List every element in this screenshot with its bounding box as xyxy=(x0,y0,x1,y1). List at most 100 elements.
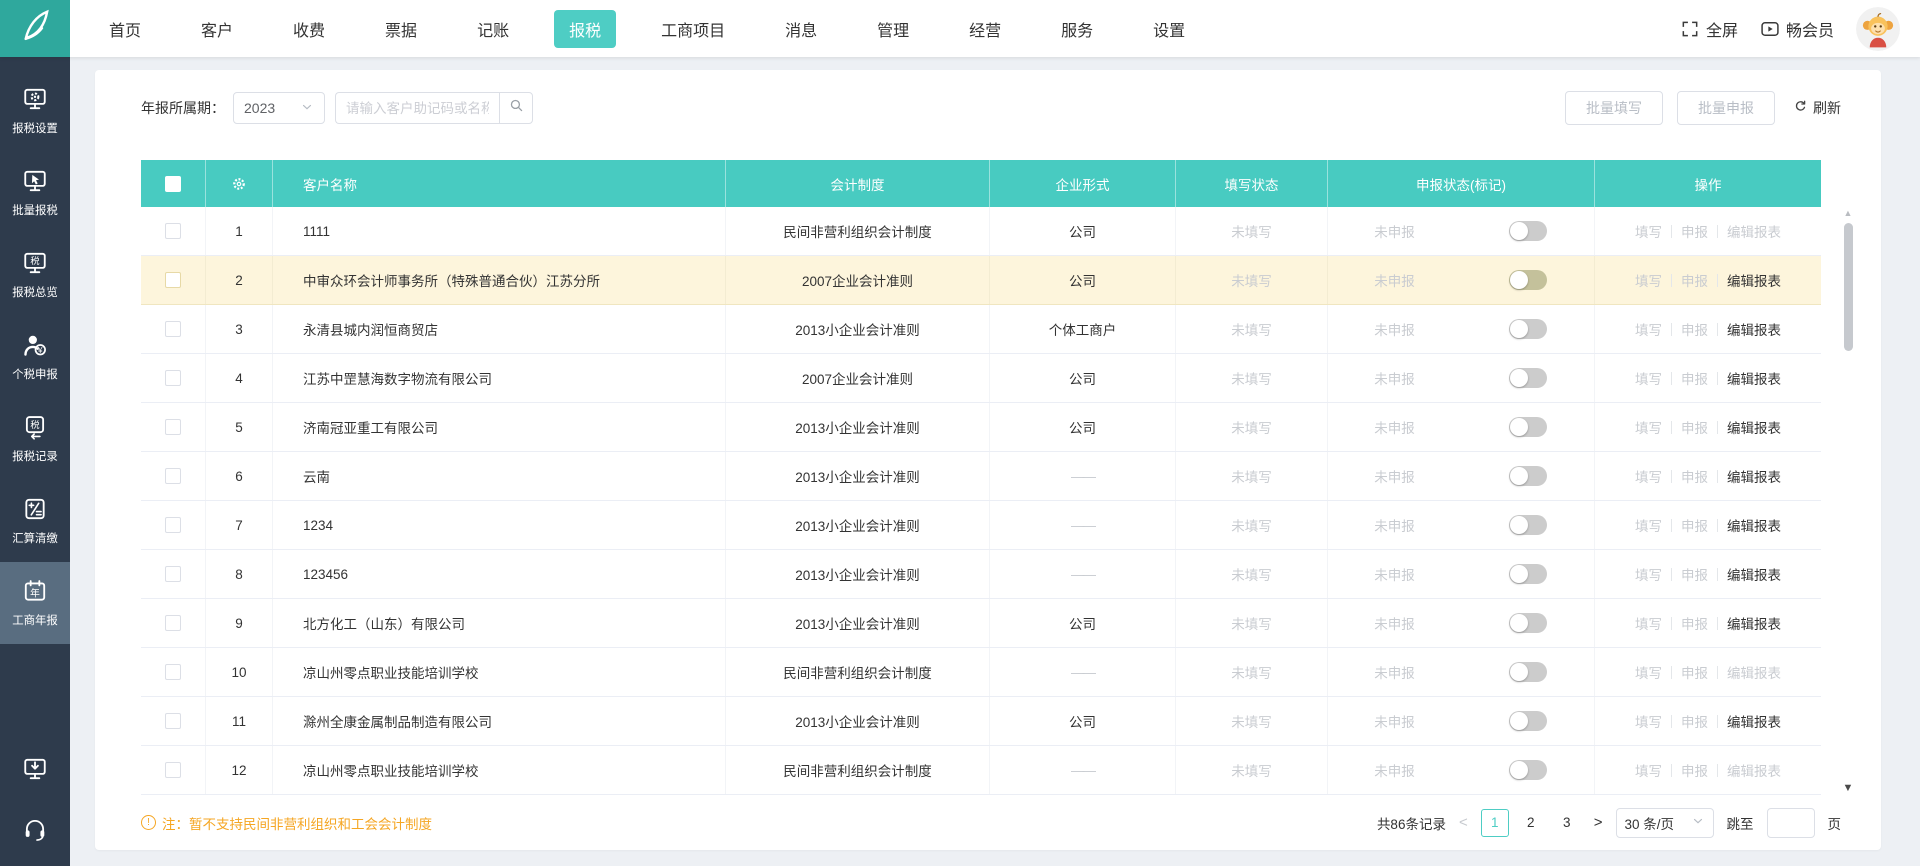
op-declare[interactable]: 申报 xyxy=(1681,225,1708,240)
member-button[interactable]: 畅会员 xyxy=(1760,17,1834,41)
row-checkbox[interactable] xyxy=(165,272,181,288)
declare-mark-toggle[interactable] xyxy=(1508,760,1547,780)
declare-mark-toggle[interactable] xyxy=(1508,662,1547,682)
op-declare[interactable]: 申报 xyxy=(1681,470,1708,485)
sidebar-item-工商年报[interactable]: 年工商年报 xyxy=(0,562,70,644)
op-fill[interactable]: 填写 xyxy=(1635,372,1662,387)
scrollbar-thumb[interactable] xyxy=(1843,223,1853,351)
nav-item-管理[interactable]: 管理 xyxy=(877,22,910,40)
op-edit-report[interactable]: 编辑报表 xyxy=(1727,568,1781,583)
column-settings-gear-icon[interactable] xyxy=(230,175,248,193)
row-checkbox[interactable] xyxy=(165,664,181,680)
year-select[interactable]: 2023 xyxy=(233,92,325,124)
declare-mark-toggle[interactable] xyxy=(1508,319,1547,339)
op-edit-report[interactable]: 编辑报表 xyxy=(1727,764,1781,779)
sidebar-item-报税记录[interactable]: 税报税记录 xyxy=(0,398,70,480)
app-logo[interactable] xyxy=(0,0,70,57)
sidebar-item-报税总览[interactable]: 税报税总览 xyxy=(0,234,70,316)
op-fill[interactable]: 填写 xyxy=(1635,715,1662,730)
page-number-2[interactable]: 2 xyxy=(1526,815,1535,830)
op-fill[interactable]: 填写 xyxy=(1635,764,1662,779)
op-declare[interactable]: 申报 xyxy=(1681,666,1708,681)
op-fill[interactable]: 填写 xyxy=(1635,617,1662,632)
headset-icon[interactable] xyxy=(22,816,48,842)
row-checkbox[interactable] xyxy=(165,566,181,582)
search-input[interactable] xyxy=(335,92,499,124)
sidebar-item-个税申报[interactable]: ¥ 个税申报 xyxy=(0,316,70,398)
sidebar-item-汇算清缴[interactable]: 汇算清缴 xyxy=(0,480,70,562)
row-checkbox[interactable] xyxy=(165,615,181,631)
page-size-select[interactable]: 30 条/页 xyxy=(1615,807,1714,838)
prev-page-button[interactable]: < xyxy=(1458,814,1468,831)
search-button[interactable] xyxy=(499,92,533,124)
nav-item-消息[interactable]: 消息 xyxy=(785,22,818,40)
page-number-1[interactable]: 1 xyxy=(1480,808,1509,837)
sidebar-item-报税设置[interactable]: 报税设置 xyxy=(0,70,70,152)
nav-item-收费[interactable]: 收费 xyxy=(293,22,326,40)
op-edit-report[interactable]: 编辑报表 xyxy=(1727,666,1781,681)
op-edit-report[interactable]: 编辑报表 xyxy=(1727,470,1781,485)
op-fill[interactable]: 填写 xyxy=(1635,470,1662,485)
nav-item-设置[interactable]: 设置 xyxy=(1153,22,1186,40)
op-edit-report[interactable]: 编辑报表 xyxy=(1727,372,1781,387)
op-edit-report[interactable]: 编辑报表 xyxy=(1727,421,1781,436)
op-declare[interactable]: 申报 xyxy=(1681,323,1708,338)
row-checkbox[interactable] xyxy=(165,762,181,778)
row-checkbox[interactable] xyxy=(165,517,181,533)
declare-mark-toggle[interactable] xyxy=(1508,417,1547,437)
op-fill[interactable]: 填写 xyxy=(1635,225,1662,240)
declare-mark-toggle[interactable] xyxy=(1508,466,1547,486)
nav-item-工商项目[interactable]: 工商项目 xyxy=(661,22,726,40)
batch-declare-button[interactable]: 批量申报 xyxy=(1677,91,1775,125)
fullscreen-button[interactable]: 全屏 xyxy=(1680,17,1738,41)
op-fill[interactable]: 填写 xyxy=(1635,421,1662,436)
op-edit-report[interactable]: 编辑报表 xyxy=(1727,519,1781,534)
next-page-button[interactable]: > xyxy=(1593,814,1603,831)
scrollbar-up-icon[interactable]: ▲ xyxy=(1843,208,1853,218)
jump-page-input[interactable] xyxy=(1766,807,1815,838)
op-declare[interactable]: 申报 xyxy=(1681,421,1708,436)
declare-mark-toggle[interactable] xyxy=(1508,221,1547,241)
scrollbar-down-icon[interactable]: ▼ xyxy=(1842,782,1854,794)
nav-item-服务[interactable]: 服务 xyxy=(1061,22,1094,40)
declare-mark-toggle[interactable] xyxy=(1508,270,1547,290)
table-scrollbar[interactable]: ▲ ▼ xyxy=(1841,207,1855,795)
row-checkbox[interactable] xyxy=(165,223,181,239)
row-checkbox[interactable] xyxy=(165,321,181,337)
nav-item-票据[interactable]: 票据 xyxy=(385,22,418,40)
op-fill[interactable]: 填写 xyxy=(1635,568,1662,583)
row-checkbox[interactable] xyxy=(165,713,181,729)
nav-item-经营[interactable]: 经营 xyxy=(969,22,1002,40)
op-declare[interactable]: 申报 xyxy=(1681,764,1708,779)
nav-item-记账[interactable]: 记账 xyxy=(477,22,510,40)
op-declare[interactable]: 申报 xyxy=(1681,617,1708,632)
select-all-checkbox[interactable] xyxy=(165,175,181,192)
sidebar-item-批量报税[interactable]: 批量报税 xyxy=(0,152,70,234)
row-checkbox[interactable] xyxy=(165,468,181,484)
op-edit-report[interactable]: 编辑报表 xyxy=(1727,274,1781,289)
op-fill[interactable]: 填写 xyxy=(1635,666,1662,681)
op-declare[interactable]: 申报 xyxy=(1681,568,1708,583)
op-fill[interactable]: 填写 xyxy=(1635,274,1662,289)
op-declare[interactable]: 申报 xyxy=(1681,519,1708,534)
op-edit-report[interactable]: 编辑报表 xyxy=(1727,715,1781,730)
monitor-download-icon[interactable] xyxy=(22,756,48,782)
op-declare[interactable]: 申报 xyxy=(1681,372,1708,387)
op-declare[interactable]: 申报 xyxy=(1681,274,1708,289)
declare-mark-toggle[interactable] xyxy=(1508,564,1547,584)
nav-item-报税[interactable]: 报税 xyxy=(554,9,617,48)
op-fill[interactable]: 填写 xyxy=(1635,519,1662,534)
page-number-3[interactable]: 3 xyxy=(1562,815,1571,830)
row-checkbox[interactable] xyxy=(165,370,181,386)
op-edit-report[interactable]: 编辑报表 xyxy=(1727,225,1781,240)
user-avatar[interactable] xyxy=(1856,6,1900,51)
batch-fill-button[interactable]: 批量填写 xyxy=(1565,91,1663,125)
op-edit-report[interactable]: 编辑报表 xyxy=(1727,323,1781,338)
op-fill[interactable]: 填写 xyxy=(1635,323,1662,338)
declare-mark-toggle[interactable] xyxy=(1508,711,1547,731)
declare-mark-toggle[interactable] xyxy=(1508,368,1547,388)
declare-mark-toggle[interactable] xyxy=(1508,515,1547,535)
op-declare[interactable]: 申报 xyxy=(1681,715,1708,730)
row-checkbox[interactable] xyxy=(165,419,181,435)
refresh-button[interactable]: 刷新 xyxy=(1793,98,1841,118)
